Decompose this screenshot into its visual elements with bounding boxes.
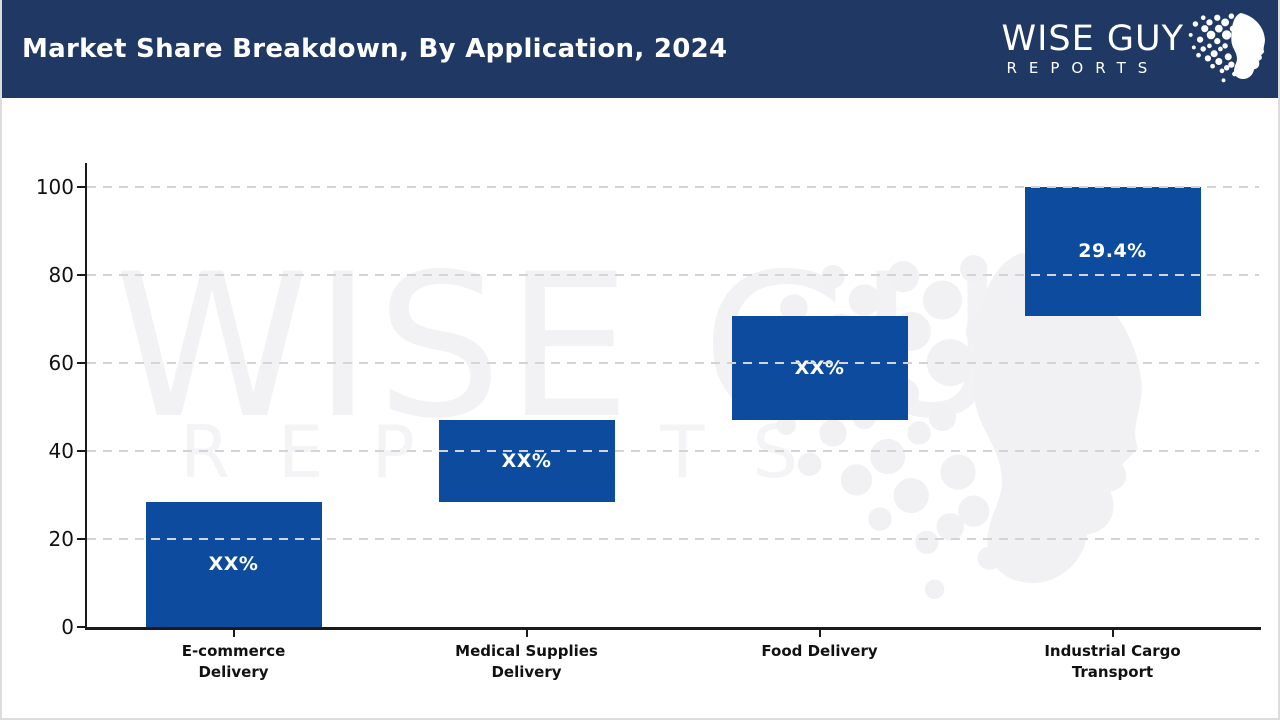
gridline — [87, 185, 1259, 188]
bar-segment: XX% — [731, 316, 908, 420]
gridline — [87, 537, 1259, 540]
x-axis-spine — [85, 627, 1261, 630]
y-tick-label: 60 — [48, 350, 74, 375]
x-tick-mark — [818, 629, 821, 637]
x-category-label: Medical Supplies Delivery — [455, 642, 598, 681]
gridline — [87, 449, 1259, 452]
dotted-head-profile-icon — [1188, 13, 1265, 83]
x-category-label: Food Delivery — [761, 642, 878, 660]
chart-area: WISE GUY REPORTS — [2, 98, 1278, 718]
report-header: Market Share Breakdown, By Application, … — [2, 0, 1278, 98]
gridline — [87, 361, 1259, 364]
bar-segment: XX% — [145, 501, 322, 627]
y-axis-spine — [85, 163, 87, 629]
logo-line1: WISE GUY — [1001, 19, 1184, 59]
page-title: Market Share Breakdown, By Application, … — [22, 34, 728, 64]
bar-segment: 29.4% — [1024, 186, 1201, 316]
x-tick-mark — [232, 629, 235, 637]
bar-value-label: 29.4% — [1078, 240, 1147, 263]
x-tick-mark — [525, 629, 528, 637]
logo-wordmark: WISE GUY REPORTS — [1001, 22, 1184, 76]
bar-value-label: XX% — [208, 553, 259, 576]
bar-value-label: XX% — [794, 357, 845, 379]
y-tick-label: 40 — [48, 438, 74, 463]
gridline — [87, 273, 1259, 276]
x-category-label: Industrial Cargo Transport — [1044, 642, 1181, 681]
y-tick-label: 20 — [48, 526, 74, 551]
x-category-label: E-commerce Delivery — [181, 642, 286, 681]
logo-line2: REPORTS — [1006, 59, 1160, 77]
plot-area: XX% XX% XX% 29.4% — [85, 163, 1261, 630]
bar-value-label: XX% — [501, 449, 552, 472]
brand-logo: WISE GUY REPORTS — [1001, 6, 1272, 92]
bar-segment: XX% — [438, 420, 615, 502]
y-tick-label: 80 — [48, 262, 74, 287]
y-tick-label: 100 — [35, 174, 74, 199]
y-tick-label: 0 — [61, 615, 74, 639]
x-tick-mark — [1111, 629, 1114, 637]
